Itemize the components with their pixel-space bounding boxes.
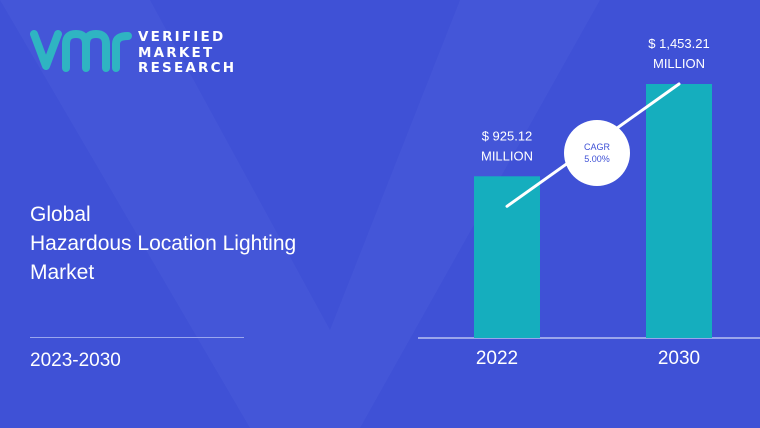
x-tick-label-2030: 2030 xyxy=(658,348,700,369)
cagr-badge xyxy=(564,120,630,186)
brand-wordmark: VERIFIED MARKET RESEARCH xyxy=(138,29,237,77)
bar-2030 xyxy=(646,84,712,338)
title-line-1: Global xyxy=(30,203,91,226)
cagr-label: CAGR xyxy=(584,142,611,152)
x-tick-label-2022: 2022 xyxy=(476,348,518,369)
bar-2022 xyxy=(474,176,540,338)
title-divider xyxy=(30,337,244,338)
title-line-2: Hazardous Location Lighting xyxy=(30,232,297,255)
data-label-value-2030: $ 1,453.21 xyxy=(648,36,709,51)
data-label-units-2022: MILLION xyxy=(481,148,533,163)
brand-line-2: MARKET xyxy=(138,44,215,61)
data-label-units-2030: MILLION xyxy=(653,56,705,71)
title-line-3: Market xyxy=(30,261,95,284)
brand-line-3: RESEARCH xyxy=(138,60,237,76)
cagr-value: 5.00% xyxy=(584,154,610,164)
data-label-value-2022: $ 925.12 xyxy=(482,128,533,143)
forecast-period: 2023-2030 xyxy=(30,350,121,371)
report-title: Global Hazardous Location Lighting Marke… xyxy=(30,200,296,287)
brand-line-1: VERIFIED xyxy=(138,29,226,45)
brand-logo-icon xyxy=(30,29,132,72)
